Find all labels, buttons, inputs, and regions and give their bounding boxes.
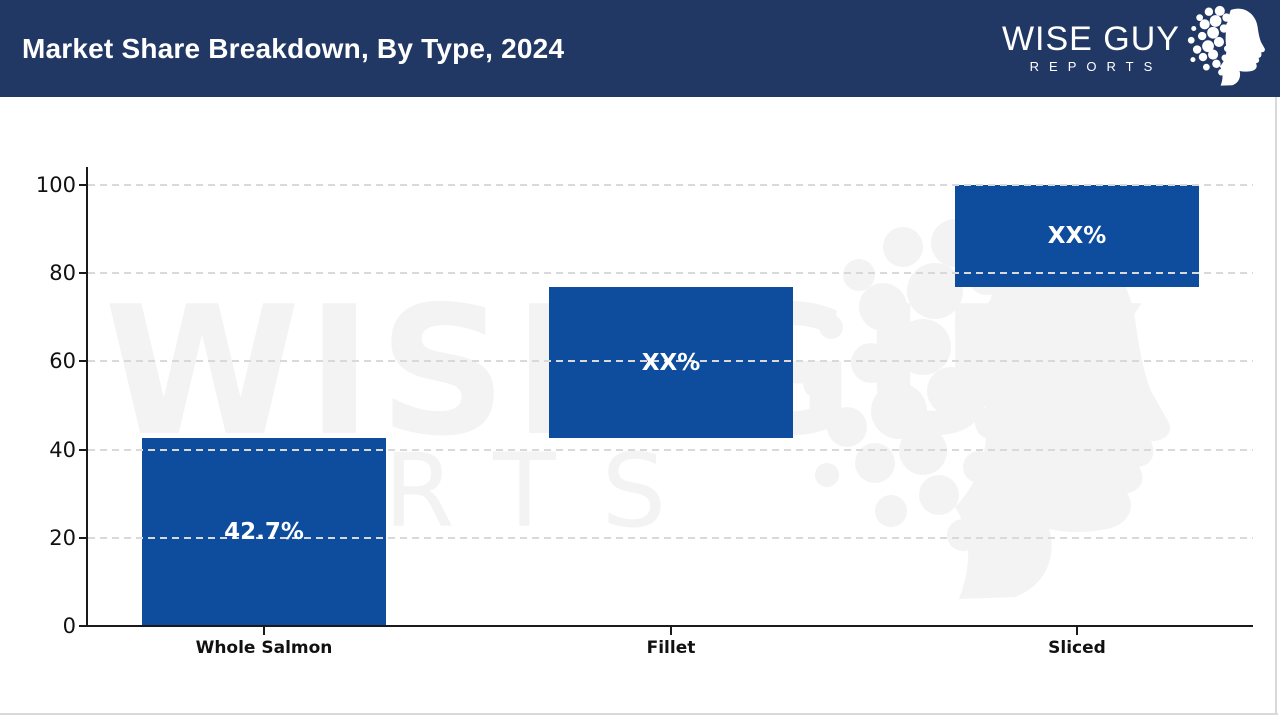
y-axis: [86, 167, 88, 627]
y-tick-label-40: 40: [49, 437, 76, 462]
bar-value-label-fillet: XX%: [641, 349, 701, 376]
brand-logo-text: WISE GUY REPORTS: [1002, 21, 1180, 74]
gridline-80: [88, 272, 1253, 275]
bar-value-label-whole-salmon: 42.7%: [224, 518, 304, 545]
card-bottom-border: [0, 713, 1278, 715]
brand-logo: WISE GUY REPORTS: [1002, 4, 1266, 90]
gridline-100: [88, 184, 1253, 186]
y-tick-label-0: 0: [62, 614, 76, 638]
bar-sliced: [955, 185, 1199, 288]
page-title: Market Share Breakdown, By Type, 2024: [22, 32, 565, 64]
gridline-40: [88, 448, 1253, 451]
gridline-60: [88, 360, 1253, 363]
y-tick-60: [79, 360, 88, 363]
gridline-20: [88, 536, 1253, 539]
brand-head-icon: [1187, 5, 1265, 86]
x-tick-whole-salmon: [263, 627, 265, 635]
y-tick-label-100: 100: [35, 173, 76, 197]
y-tick-80: [79, 272, 88, 275]
y-tick-40: [79, 448, 88, 451]
y-tick-label-60: 60: [49, 349, 76, 374]
y-tick-label-80: 80: [49, 261, 76, 286]
y-tick-100: [79, 184, 88, 186]
x-tick-label-sliced: Sliced: [1048, 638, 1106, 658]
x-tick-label-fillet: Fillet: [646, 638, 696, 658]
bar-value-label-sliced: XX%: [1047, 223, 1107, 250]
card-right-border: [1275, 97, 1277, 715]
y-tick-label-20: 20: [49, 525, 76, 550]
bar-fillet: [549, 287, 793, 438]
x-tick-sliced: [1076, 627, 1078, 635]
x-axis: [86, 625, 1253, 627]
header-bar: Market Share Breakdown, By Type, 2024 WI…: [0, 0, 1280, 97]
brand-subname: REPORTS: [1029, 58, 1163, 74]
brand-name: WISE GUY: [1001, 19, 1180, 58]
x-tick-fillet: [670, 627, 672, 635]
y-tick-20: [79, 536, 88, 539]
y-tick-0: [79, 625, 88, 627]
bar-whole-salmon: [142, 437, 386, 626]
x-tick-label-whole-salmon: Whole Salmon: [195, 638, 333, 658]
